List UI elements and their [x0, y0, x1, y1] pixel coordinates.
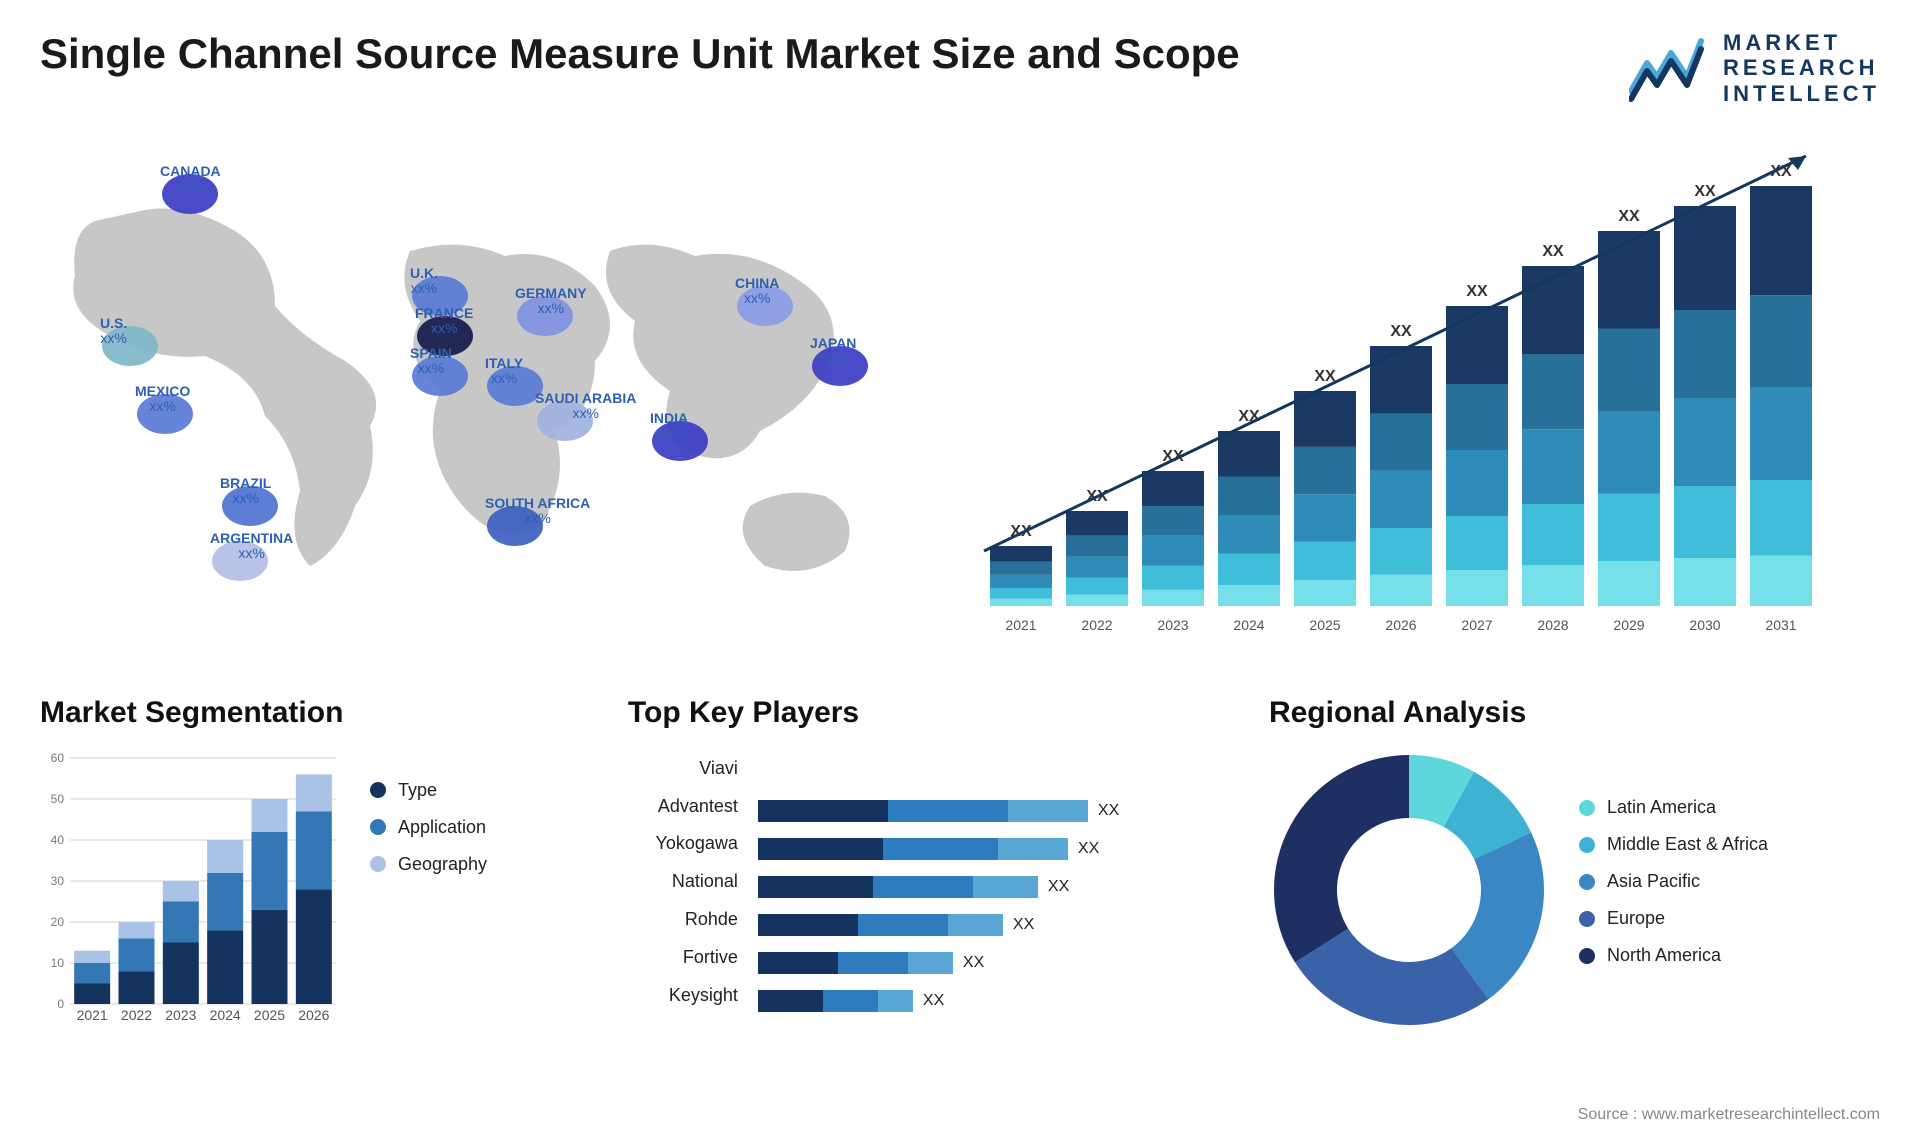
map-label-france: FRANCExx%	[415, 306, 473, 337]
player-value: XX	[1048, 878, 1069, 896]
svg-text:50: 50	[51, 792, 65, 806]
player-bar-fortive: XX	[758, 944, 1239, 982]
map-label-italy: ITALYxx%	[485, 356, 523, 387]
map-label-brazil: BRAZILxx%	[220, 476, 271, 507]
segmentation-section: Market Segmentation 0 10 20 30 40 50 60 2021 202…	[40, 696, 598, 1030]
region-legend-north-america: North America	[1579, 945, 1880, 966]
top-key-players-title: Top Key Players	[628, 696, 1239, 730]
top-key-players-section: Top Key Players ViaviAdvantestYokogawaNa…	[628, 696, 1239, 1030]
map-label-germany: GERMANYxx%	[515, 286, 587, 317]
region-legend-latin-america: Latin America	[1579, 797, 1880, 818]
player-value: XX	[923, 992, 944, 1010]
player-label-keysight: Keysight	[628, 977, 738, 1015]
seg-legend-geography: Geography	[370, 854, 598, 875]
regional-donut	[1269, 750, 1549, 1030]
logo-line1: MARKET	[1723, 30, 1880, 55]
bottom-row: Market Segmentation 0 10 20 30 40 50 60 2021 202…	[40, 696, 1880, 1030]
svg-text:2026: 2026	[298, 1007, 329, 1023]
player-label-viavi: Viavi	[628, 750, 738, 788]
player-label-advantest: Advantest	[628, 788, 738, 826]
player-label-yokogawa: Yokogawa	[628, 825, 738, 863]
svg-text:2029: 2029	[1613, 617, 1644, 633]
map-label-southafrica: SOUTH AFRICAxx%	[485, 496, 590, 527]
brand-logo: MARKET RESEARCH INTELLECT	[1629, 30, 1880, 106]
segmentation-legend: Type Application Geography	[370, 750, 598, 1030]
svg-text:2024: 2024	[210, 1007, 241, 1023]
page-title: Single Channel Source Measure Unit Marke…	[40, 30, 1240, 78]
world-map-panel: CANADAxx% U.S.xx% MEXICOxx% BRAZILxx% ARGENT…	[40, 136, 920, 676]
svg-text:2024: 2024	[1233, 617, 1264, 633]
svg-text:2025: 2025	[254, 1007, 285, 1023]
player-label-national: National	[628, 863, 738, 901]
svg-text:2022: 2022	[1081, 617, 1112, 633]
player-bar-viavi	[758, 754, 1239, 792]
players-label-column: ViaviAdvantestYokogawaNationalRohdeForti…	[628, 750, 738, 1020]
regional-section: Regional Analysis Latin America Middle Ea…	[1269, 696, 1880, 1030]
player-bar-keysight: XX	[758, 982, 1239, 1020]
player-value: XX	[963, 954, 984, 972]
svg-text:XX: XX	[1466, 283, 1488, 300]
svg-text:2027: 2027	[1461, 617, 1492, 633]
svg-text:2031: 2031	[1765, 617, 1796, 633]
player-bar-rohde: XX	[758, 906, 1239, 944]
svg-text:2026: 2026	[1385, 617, 1416, 633]
map-label-argentina: ARGENTINAxx%	[210, 531, 293, 562]
top-row: CANADAxx% U.S.xx% MEXICOxx% BRAZILxx% ARGENT…	[40, 136, 1880, 676]
svg-text:2023: 2023	[165, 1007, 196, 1023]
player-bar-national: XX	[758, 868, 1239, 906]
map-label-saudiarabia: SAUDI ARABIAxx%	[535, 391, 636, 422]
svg-text:10: 10	[51, 956, 65, 970]
svg-text:2028: 2028	[1537, 617, 1568, 633]
segmentation-chart: 0 10 20 30 40 50 60 2021 2022 2023 2024 2025 2026	[40, 750, 340, 1030]
svg-text:20: 20	[51, 915, 65, 929]
svg-text:2022: 2022	[121, 1007, 152, 1023]
svg-text:XX: XX	[1390, 323, 1412, 340]
player-value: XX	[1078, 840, 1099, 858]
player-value: XX	[1013, 916, 1034, 934]
header: Single Channel Source Measure Unit Marke…	[40, 30, 1880, 106]
logo-text: MARKET RESEARCH INTELLECT	[1723, 30, 1880, 106]
players-bars: XX XX XX XX XX XX	[758, 750, 1239, 1020]
region-legend-europe: Europe	[1579, 908, 1880, 929]
svg-text:XX: XX	[1694, 183, 1716, 200]
svg-text:XX: XX	[1618, 208, 1640, 225]
svg-text:XX: XX	[1542, 243, 1564, 260]
svg-text:0: 0	[57, 997, 64, 1011]
svg-text:2030: 2030	[1689, 617, 1720, 633]
player-bar-advantest: XX	[758, 792, 1239, 830]
map-label-japan: JAPANxx%	[810, 336, 856, 367]
map-label-canada: CANADAxx%	[160, 164, 221, 195]
svg-text:2023: 2023	[1157, 617, 1188, 633]
logo-line3: INTELLECT	[1723, 81, 1880, 106]
map-label-uk: U.K.xx%	[410, 266, 438, 297]
regional-legend: Latin America Middle East & Africa Asia Pa…	[1579, 797, 1880, 982]
seg-legend-application: Application	[370, 817, 598, 838]
player-bar-yokogawa: XX	[758, 830, 1239, 868]
segmentation-title: Market Segmentation	[40, 696, 598, 730]
regional-title: Regional Analysis	[1269, 696, 1880, 730]
forecast-chart-panel: XX2021XX2022XX2023XX2024XX2025XX2026XX20…	[960, 136, 1880, 676]
forecast-chart: XX2021XX2022XX2023XX2024XX2025XX2026XX20…	[960, 136, 1880, 636]
svg-text:2021: 2021	[77, 1007, 108, 1023]
player-label-fortive: Fortive	[628, 939, 738, 977]
logo-line2: RESEARCH	[1723, 55, 1880, 80]
svg-text:2025: 2025	[1309, 617, 1340, 633]
map-label-spain: SPAINxx%	[410, 346, 452, 377]
player-label-rohde: Rohde	[628, 901, 738, 939]
region-legend-asia-pacific: Asia Pacific	[1579, 871, 1880, 892]
seg-legend-type: Type	[370, 780, 598, 801]
region-legend-middle-east---africa: Middle East & Africa	[1579, 834, 1880, 855]
map-label-us: U.S.xx%	[100, 316, 127, 347]
source-line: Source : www.marketresearchintellect.com	[1578, 1106, 1880, 1124]
map-label-india: INDIAxx%	[650, 411, 688, 442]
player-value: XX	[1098, 802, 1119, 820]
svg-text:40: 40	[51, 833, 65, 847]
svg-text:30: 30	[51, 874, 65, 888]
svg-text:2021: 2021	[1005, 617, 1036, 633]
map-label-china: CHINAxx%	[735, 276, 779, 307]
map-label-mexico: MEXICOxx%	[135, 384, 190, 415]
svg-text:60: 60	[51, 751, 65, 765]
logo-icon	[1629, 33, 1709, 103]
